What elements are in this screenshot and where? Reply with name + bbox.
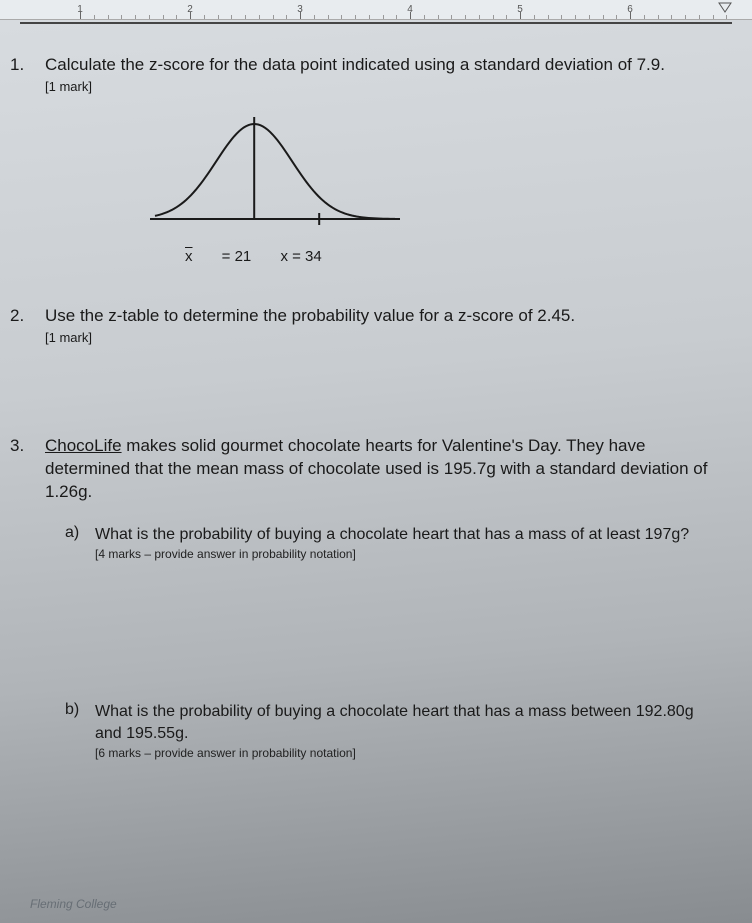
brand-name: ChocoLife <box>45 436 122 455</box>
sub-question-a: a) What is the probability of buying a c… <box>65 524 722 562</box>
question-3: 3. ChocoLife makes solid gourmet chocola… <box>10 435 722 761</box>
tab-marker-icon <box>718 2 732 14</box>
question-2: 2. Use the z-table to determine the prob… <box>10 305 722 345</box>
sub-letter: b) <box>65 701 95 760</box>
x-label: x = 34 <box>280 248 321 265</box>
sub-text: What is the probability of buying a choc… <box>95 701 722 744</box>
question-text: Calculate the z-score for the data point… <box>45 54 722 77</box>
question-number: 1. <box>10 54 45 275</box>
sub-marks: [4 marks – provide answer in probability… <box>95 547 722 561</box>
sub-question-b: b) What is the probability of buying a c… <box>65 701 722 760</box>
mean-label: x = 21 <box>185 248 251 265</box>
question-marks: [1 mark] <box>45 330 722 345</box>
question-number: 3. <box>10 435 45 761</box>
ruler-bar: 123456 <box>0 0 752 20</box>
sub-text: What is the probability of buying a choc… <box>95 524 722 546</box>
question-1: 1. Calculate the z-score for the data po… <box>10 54 722 275</box>
question-marks: [1 mark] <box>45 79 722 94</box>
question-text: ChocoLife makes solid gourmet chocolate … <box>45 435 722 504</box>
document-page: 1. Calculate the z-score for the data po… <box>0 24 752 810</box>
sub-letter: a) <box>65 524 95 562</box>
question-number: 2. <box>10 305 45 345</box>
curve-labels: x = 21 x = 34 <box>185 248 722 265</box>
sub-marks: [6 marks – provide answer in probability… <box>95 746 722 760</box>
footer-text: Fleming College <box>30 897 117 911</box>
normal-curve-figure: x = 21 x = 34 <box>145 109 722 265</box>
question-text: Use the z-table to determine the probabi… <box>45 305 722 328</box>
